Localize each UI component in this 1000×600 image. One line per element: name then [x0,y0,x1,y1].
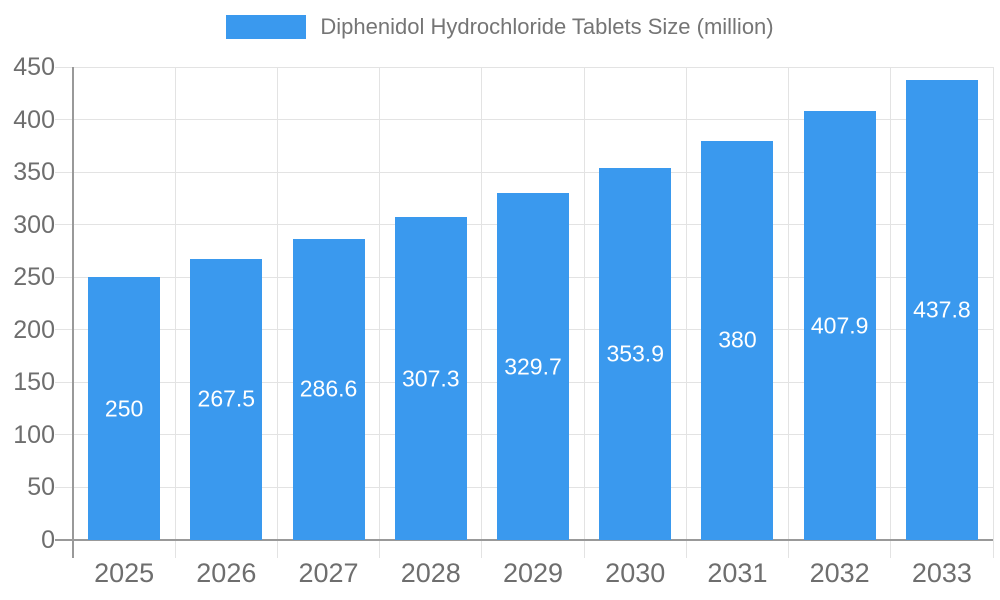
x-axis-tick-label: 2033 [911,558,972,588]
x-axis-tick-label: 2031 [707,558,768,588]
plot-area: 250 267.5 286.6 307.3 329.7 353.9 380 407.9 437.… [55,66,994,558]
x-gridline [481,67,483,558]
bar-2033: 437.8 [905,79,978,540]
bar-value-label: 267.5 [197,385,256,412]
bar-2026: 267.5 [190,258,263,540]
bar-2027: 286.6 [292,238,365,540]
x-axis-tick-label: 2032 [809,558,870,588]
x-gridline [583,67,585,558]
bar-2032: 407.9 [803,111,876,540]
bar-value-label: 307.3 [401,365,460,391]
x-gridline [685,67,687,558]
y-axis-line [72,67,74,558]
y-gridline [55,119,993,121]
x-axis-tick-label: 2029 [502,558,564,588]
bar-value-label: 329.7 [504,353,562,380]
chart-legend: Diphenidol Hydrochloride Tablets Size (m… [0,14,1000,40]
bar-value-label: 437.8 [913,296,971,323]
y-axis-tick-label: 200 [13,315,55,344]
x-axis-tick-label: 2027 [298,558,359,588]
x-axis-tick-label: 2028 [400,558,461,588]
legend-swatch-icon [226,15,307,39]
x-axis-tick-label: 2025 [94,558,155,588]
y-axis-tick-label: 150 [13,368,55,397]
x-gridline [276,67,278,558]
x-axis-tick-label: 2030 [605,558,666,588]
y-axis-tick-label: 300 [13,210,55,239]
x-axis-line [55,539,993,541]
bar-value-label: 353.9 [606,340,664,367]
y-axis-tick-label: 350 [13,158,55,187]
y-axis-tick-label: 100 [13,420,55,449]
y-axis-tick-label: 450 [13,53,55,81]
bar-value-label: 250 [104,395,144,422]
bar-value-label: 380 [718,326,757,353]
bar-value-label: 407.9 [810,312,869,339]
y-gridline [55,171,993,173]
bar-2028: 307.3 [394,217,467,540]
x-gridline [890,67,892,558]
y-axis-tick-label: 250 [13,263,55,292]
y-axis-tick-label: 0 [41,526,55,554]
x-axis-tick-label: 2026 [196,558,257,588]
bar-2025: 250 [88,277,161,540]
x-gridline [992,67,994,558]
x-gridline [379,67,381,558]
x-gridline [788,67,790,558]
bar-2031: 380 [701,140,774,540]
x-gridline [174,67,176,558]
y-gridline [55,66,993,68]
bar-value-label: 286.6 [299,375,358,402]
y-axis-tick-label: 400 [13,105,55,134]
legend-series-label: Diphenidol Hydrochloride Tablets Size (m… [320,14,774,39]
y-axis-tick-label: 50 [27,473,55,502]
bar-2030: 353.9 [599,168,672,540]
bar-2029: 329.7 [497,193,569,540]
